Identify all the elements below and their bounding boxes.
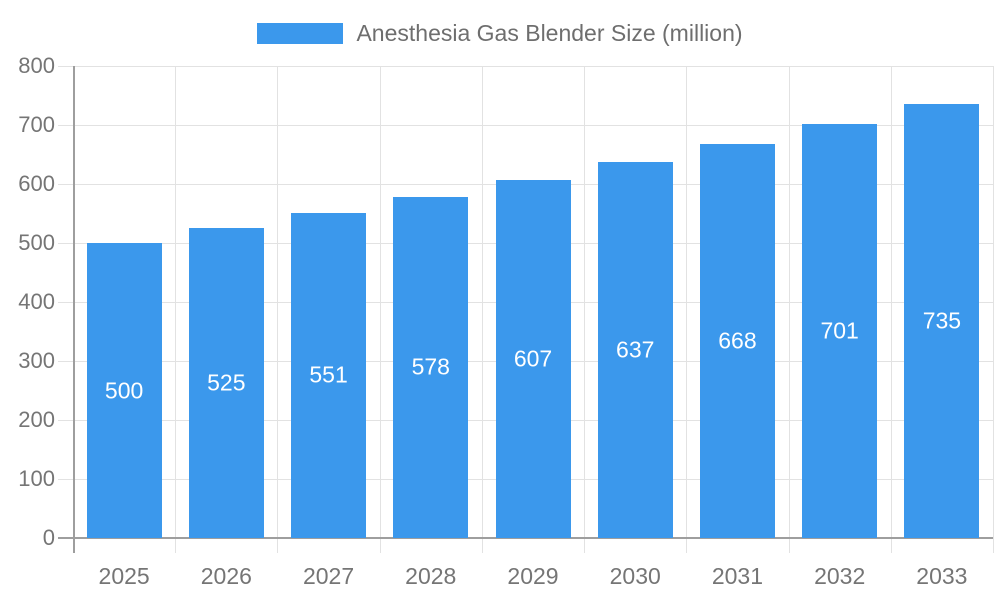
x-tick [379,538,381,553]
bar-value-label: 637 [616,336,655,363]
y-tick [58,66,73,67]
bar[interactable] [86,243,162,538]
bar[interactable] [597,162,673,538]
x-gridline [584,66,586,538]
x-axis-label: 2028 [405,563,457,589]
x-gridline [481,66,483,538]
legend[interactable]: Anesthesia Gas Blender Size (million) [0,18,1000,48]
y-axis-label: 500 [18,230,55,255]
x-gridline [379,66,381,538]
x-tick [277,538,279,553]
bar[interactable] [904,104,980,538]
x-gridline [277,66,279,538]
y-tick [58,479,73,480]
y-gridline [73,66,993,67]
x-tick [481,538,483,553]
bar-value-label: 525 [207,369,246,396]
x-tick [890,538,892,553]
x-tick [175,538,177,553]
y-tick [58,361,73,362]
x-tick [584,538,586,553]
x-axis-label: 2026 [200,563,252,589]
bar-value-label: 607 [513,345,553,372]
x-axis-label: 2033 [916,563,968,589]
y-axis-label: 100 [18,466,55,491]
bar-value-label: 578 [411,353,450,380]
y-tick [58,184,73,185]
y-tick [58,243,73,244]
x-axis-label: 2032 [814,563,866,589]
bar-value-label: 500 [104,377,144,403]
x-tick [686,538,688,553]
y-tick [58,302,73,303]
y-axis-label: 200 [18,407,55,432]
bar[interactable] [495,179,571,538]
y-axis-label: 0 [42,525,55,550]
y-gridline [73,125,993,126]
y-axis-label: 400 [18,289,55,314]
x-tick [993,538,994,553]
bar-value-label: 701 [820,317,859,344]
x-gridline [175,66,177,538]
x-axis-label: 2030 [609,563,661,589]
legend-swatch [257,22,344,44]
y-axis-label: 800 [18,53,55,78]
bar[interactable] [291,212,367,538]
legend-label: Anesthesia Gas Blender Size (million) [356,19,743,46]
x-axis-label: 2027 [302,563,355,589]
x-gridline [686,66,688,538]
x-axis-line [58,537,993,539]
y-axis-line [73,66,75,553]
bar-value-label: 668 [718,327,757,354]
bar[interactable] [699,143,775,538]
bar[interactable] [802,124,878,538]
x-axis-label: 2029 [507,563,559,589]
x-gridline [890,66,892,538]
bar-value-label: 551 [309,361,348,388]
y-tick [58,125,73,126]
y-axis-label: 300 [18,348,55,373]
bar[interactable] [393,196,469,538]
y-axis-label: 700 [18,112,55,137]
y-axis-label: 600 [18,171,55,196]
x-axis-label: 2025 [98,563,150,589]
x-tick [788,538,790,553]
y-tick [58,420,73,421]
x-gridline [993,66,994,538]
bar-value-label: 735 [922,307,962,334]
bar[interactable] [188,228,264,538]
x-axis-label: 2031 [711,563,764,589]
x-gridline [788,66,790,538]
